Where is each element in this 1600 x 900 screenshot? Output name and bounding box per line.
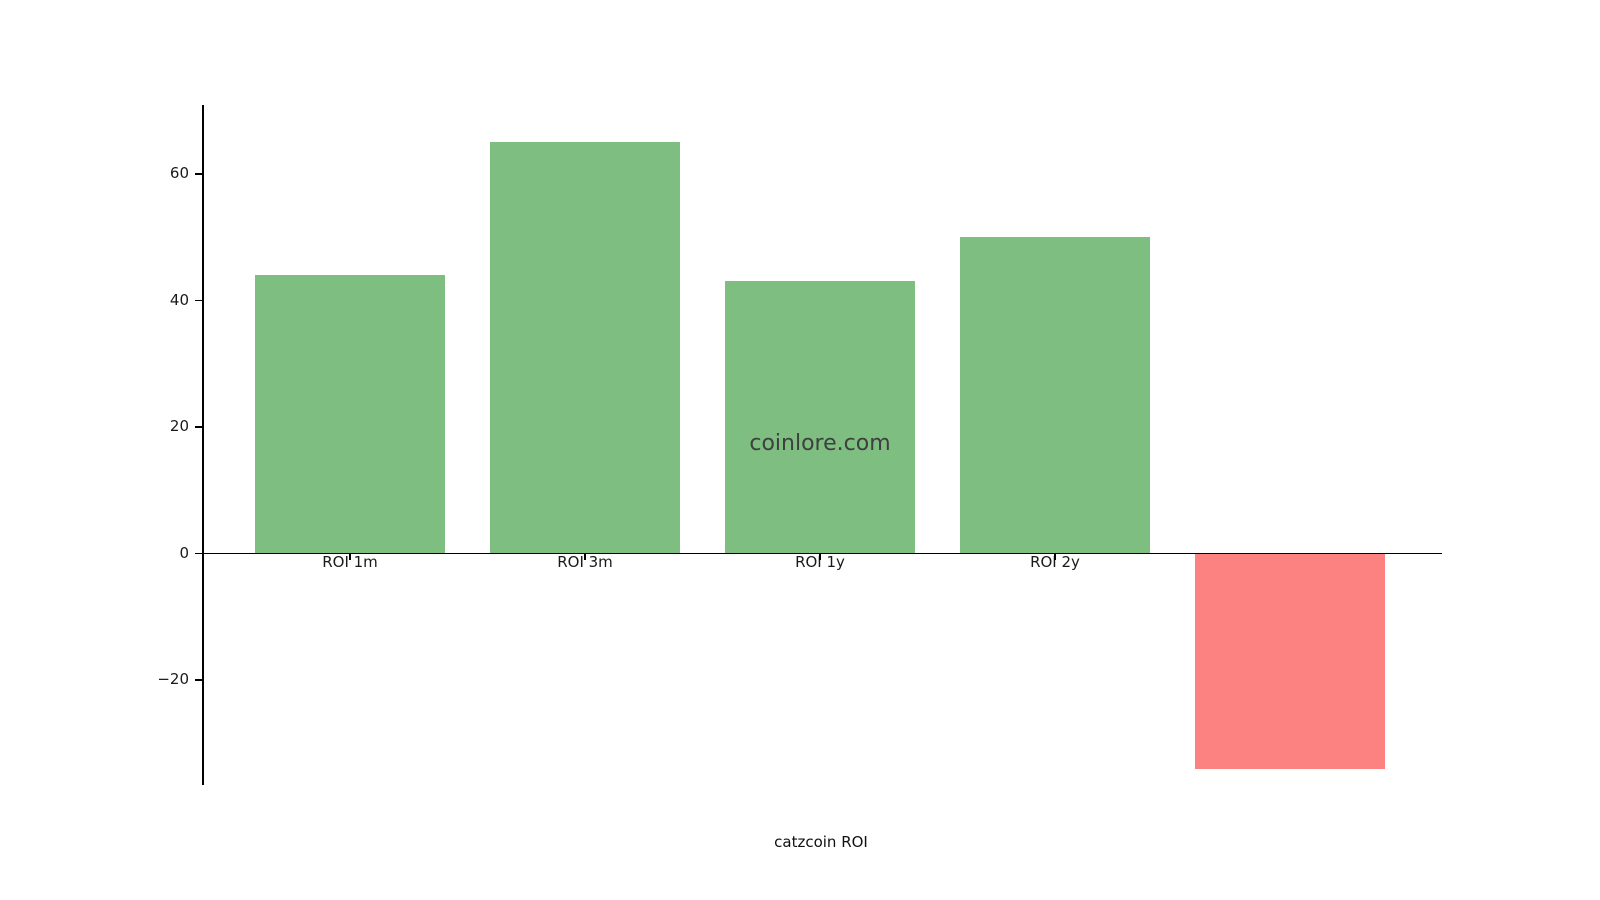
x-tick-label: ROI 3m	[557, 552, 613, 571]
y-tick-mark	[195, 173, 202, 175]
y-tick-label: 40	[169, 290, 189, 309]
x-axis-zero-line	[202, 552, 1442, 555]
x-tick-mark	[584, 553, 586, 561]
x-tick-mark	[819, 553, 821, 561]
bar-roi-1m	[255, 275, 445, 554]
bar-unlabeled	[1195, 553, 1385, 769]
y-tick-mark	[195, 552, 202, 555]
bar-roi-1y	[725, 281, 915, 554]
y-tick-label: −20	[157, 670, 189, 689]
x-tick-mark	[349, 553, 351, 561]
y-tick-label: 0	[179, 543, 189, 562]
bar-roi-3m	[490, 142, 680, 554]
watermark-text: coinlore.com	[749, 431, 891, 456]
y-tick-mark	[195, 679, 202, 681]
bar-roi-2y	[960, 237, 1150, 554]
x-axis-title: catzcoin ROI	[774, 833, 868, 851]
y-tick-mark	[195, 299, 202, 302]
x-tick-label: ROI 2y	[1030, 552, 1080, 571]
y-tick-label: 20	[169, 417, 189, 436]
y-axis-spine	[202, 105, 204, 785]
x-tick-label: ROI 1y	[795, 552, 845, 571]
y-tick-label: 60	[169, 164, 189, 183]
x-tick-label: ROI 1m	[322, 552, 378, 571]
x-tick-mark	[1054, 553, 1056, 561]
y-tick-mark	[195, 426, 202, 428]
